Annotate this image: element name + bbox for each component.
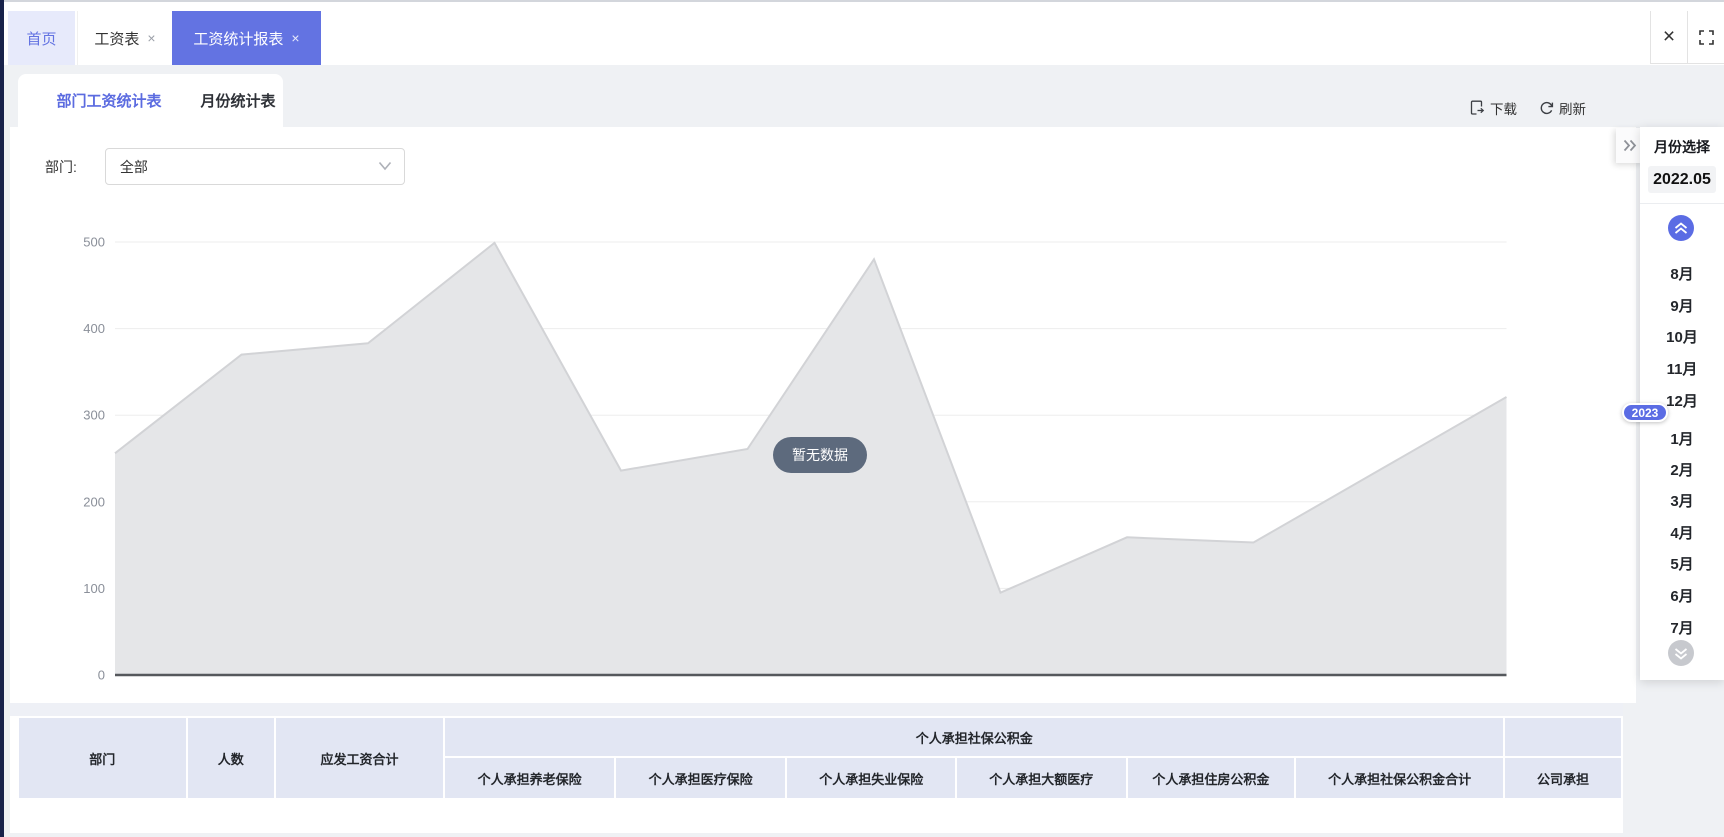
- tab-close-icon[interactable]: ×: [291, 30, 300, 46]
- table-top-strip: [10, 703, 1623, 716]
- tab-report-label: 工资统计报表: [193, 30, 284, 48]
- area-series-outline: [114, 241, 1507, 595]
- month-item-4月[interactable]: 4月: [1670, 525, 1694, 542]
- month-item-7月[interactable]: 7月: [1670, 620, 1694, 637]
- col-group-personal-social-insurance: 个人承担社保公积金: [445, 718, 1504, 756]
- month-item-3月[interactable]: 3月: [1670, 493, 1694, 510]
- fullscreen-button[interactable]: [1687, 11, 1724, 64]
- download-button[interactable]: 下载: [1470, 98, 1517, 118]
- left-edge-strip: [0, 0, 4, 837]
- y-axis-tick-label: 200: [83, 494, 105, 509]
- col-gross-salary-total: 应发工资合计: [275, 718, 444, 798]
- download-icon: [1470, 100, 1485, 115]
- panel-divider: [1640, 203, 1724, 204]
- month-item-12月[interactable]: 12月: [1666, 393, 1698, 410]
- chevron-down-icon: [378, 161, 392, 171]
- month-item-8月[interactable]: 8月: [1670, 266, 1694, 283]
- y-axis-tick-label: 500: [83, 235, 105, 250]
- month-item-9月[interactable]: 9月: [1670, 298, 1694, 315]
- y-axis-tick-label: 100: [83, 581, 105, 596]
- double-chevron-up-icon: [1674, 221, 1688, 234]
- col-group-company-partial: [1505, 718, 1621, 756]
- department-filter-row: 部门: 全部: [45, 148, 405, 185]
- download-label: 下载: [1490, 102, 1517, 117]
- col-personal-total: 个人承担社保公积金合计: [1296, 758, 1504, 798]
- department-salary-table-card: 部门 人数 应发工资合计 个人承担社保公积金 个人承担养老保险 个人承担医疗保险…: [10, 703, 1623, 833]
- col-headcount: 人数: [187, 718, 274, 798]
- tab-salary-label: 工资表: [94, 30, 140, 48]
- double-chevron-right-icon: [1623, 139, 1636, 152]
- month-item-6月[interactable]: 6月: [1670, 588, 1694, 605]
- tab-home-label: 首页: [26, 30, 57, 48]
- no-data-tooltip: 暂无数据: [773, 437, 867, 473]
- month-item-1月[interactable]: 1月: [1670, 431, 1694, 448]
- close-icon: ×: [1662, 25, 1676, 48]
- month-item-11月[interactable]: 11月: [1666, 361, 1698, 378]
- tab-home[interactable]: 首页: [8, 11, 75, 65]
- col-department: 部门: [19, 718, 186, 798]
- col-personal-housing-fund: 个人承担住房公积金: [1127, 758, 1295, 798]
- department-salary-chart-card: 0 100 200 300 400 500 部门: 全部 暂无数据: [10, 127, 1636, 703]
- col-personal-pension: 个人承担养老保险: [445, 758, 614, 798]
- report-subtab-strip: 部门工资统计表 月份统计表: [18, 74, 283, 195]
- tab-close-icon[interactable]: ×: [147, 30, 156, 46]
- col-company-partial: 公司承担: [1505, 758, 1621, 798]
- tab-salary-report-active[interactable]: 工资统计报表 ×: [172, 11, 321, 65]
- col-personal-major-medical: 个人承担大额医疗: [957, 758, 1126, 798]
- col-personal-unemployment: 个人承担失业保险: [787, 758, 955, 798]
- department-select[interactable]: 全部: [104, 148, 405, 185]
- month-panel-title: 月份选择: [1654, 139, 1710, 155]
- fullscreen-icon: [1698, 29, 1714, 45]
- subtab-month-stats[interactable]: 月份统计表: [198, 74, 278, 127]
- department-salary-table: 部门 人数 应发工资合计 个人承担社保公积金 个人承担养老保险 个人承担医疗保险…: [17, 716, 1623, 800]
- no-data-text: 暂无数据: [792, 447, 848, 463]
- month-item-5月[interactable]: 5月: [1670, 556, 1694, 573]
- department-label: 部门:: [45, 158, 77, 175]
- months-scroll-down-button[interactable]: [1668, 640, 1694, 666]
- subtab-department-label: 部门工资统计表: [56, 93, 162, 110]
- col-personal-medical: 个人承担医疗保险: [615, 758, 786, 798]
- current-period-label: 2022.05: [1648, 166, 1716, 193]
- tab-salary-sheet[interactable]: 工资表 ×: [77, 11, 172, 65]
- double-chevron-down-icon: [1674, 647, 1688, 660]
- salary-area-chart: 0 100 200 300 400 500: [83, 235, 1507, 683]
- months-scroll-up-button[interactable]: [1668, 215, 1694, 241]
- chart-toolbar: 下载 刷新: [1470, 96, 1586, 120]
- year-2023-badge: 2023: [1622, 403, 1668, 422]
- refresh-icon: [1540, 101, 1554, 114]
- y-axis-tick-label: 0: [98, 668, 105, 683]
- y-axis-tick-label: 400: [83, 321, 105, 336]
- department-select-value: 全部: [119, 158, 148, 175]
- refresh-button[interactable]: 刷新: [1539, 98, 1586, 118]
- month-item-2月[interactable]: 2月: [1670, 462, 1694, 479]
- y-axis-tick-label: 300: [83, 408, 105, 423]
- window-close-button[interactable]: ×: [1650, 11, 1687, 64]
- refresh-label: 刷新: [1559, 102, 1586, 117]
- subtab-month-label: 月份统计表: [200, 93, 276, 110]
- subtab-department-stats[interactable]: 部门工资统计表: [53, 74, 165, 127]
- panel-collapse-button[interactable]: [1616, 128, 1643, 163]
- month-item-10月[interactable]: 10月: [1666, 329, 1698, 346]
- top-tab-bar: 首页 工资表 × 工资统计报表 × ×: [4, 0, 1724, 65]
